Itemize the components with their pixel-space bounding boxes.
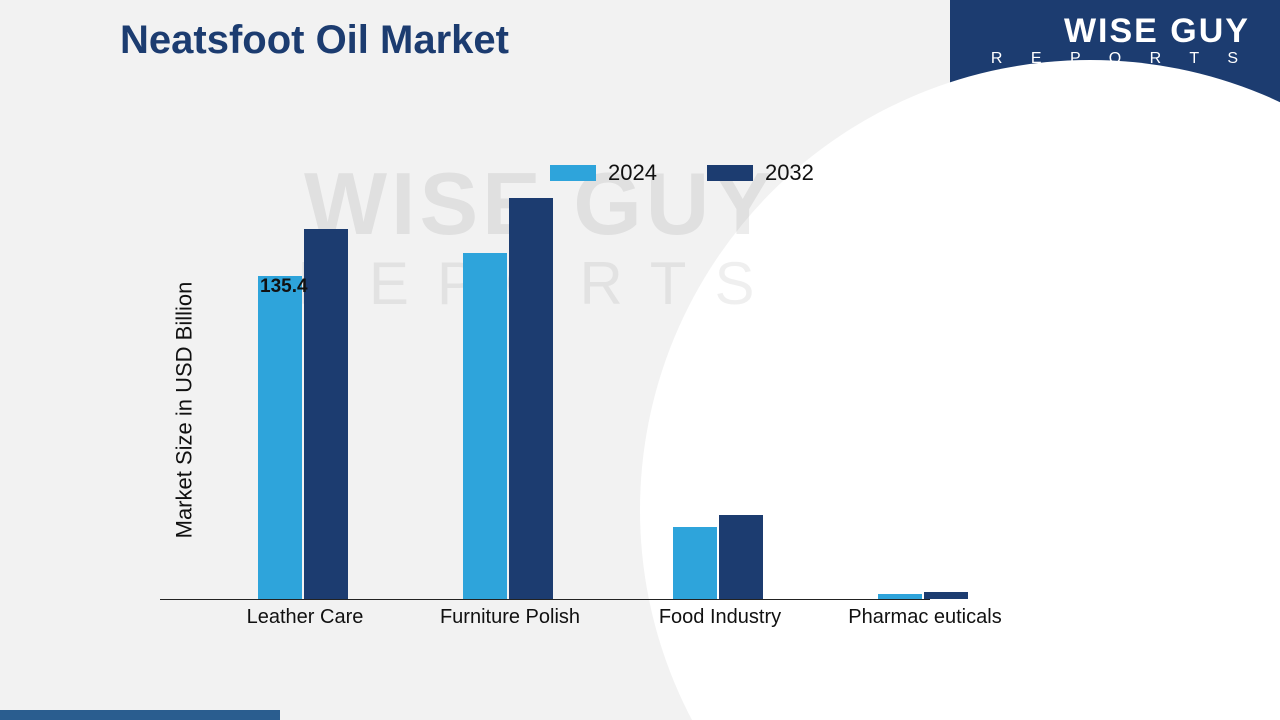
category-label: Furniture Polish: [425, 600, 595, 629]
bar: [463, 253, 507, 599]
infographic-canvas: Neatsfoot Oil Market WISE GUY R E P O R …: [0, 0, 1280, 720]
value-label: 135.4: [260, 276, 308, 298]
brand-line1: WISE GUY: [990, 14, 1250, 48]
category-label: Food Industry: [635, 600, 805, 629]
bar: [258, 276, 302, 599]
bar: [719, 515, 763, 599]
bar: [878, 594, 922, 599]
brand-line2: R E P O R T S: [990, 48, 1250, 70]
bar: [509, 198, 553, 599]
page-title: Neatsfoot Oil Market: [120, 18, 509, 63]
category-label: Pharmac euticals: [840, 600, 1010, 629]
category-label: Leather Care: [220, 600, 390, 629]
bottom-accent-bar: [0, 710, 280, 720]
plot-area: Leather CareFurniture PolishFood Industr…: [160, 170, 930, 600]
bar: [673, 527, 717, 599]
bar-chart: Market Size in USD Billion Leather CareF…: [60, 150, 930, 670]
bar: [924, 592, 968, 599]
bar: [304, 229, 348, 599]
brand-logo: WISE GUY R E P O R T S: [990, 14, 1250, 70]
